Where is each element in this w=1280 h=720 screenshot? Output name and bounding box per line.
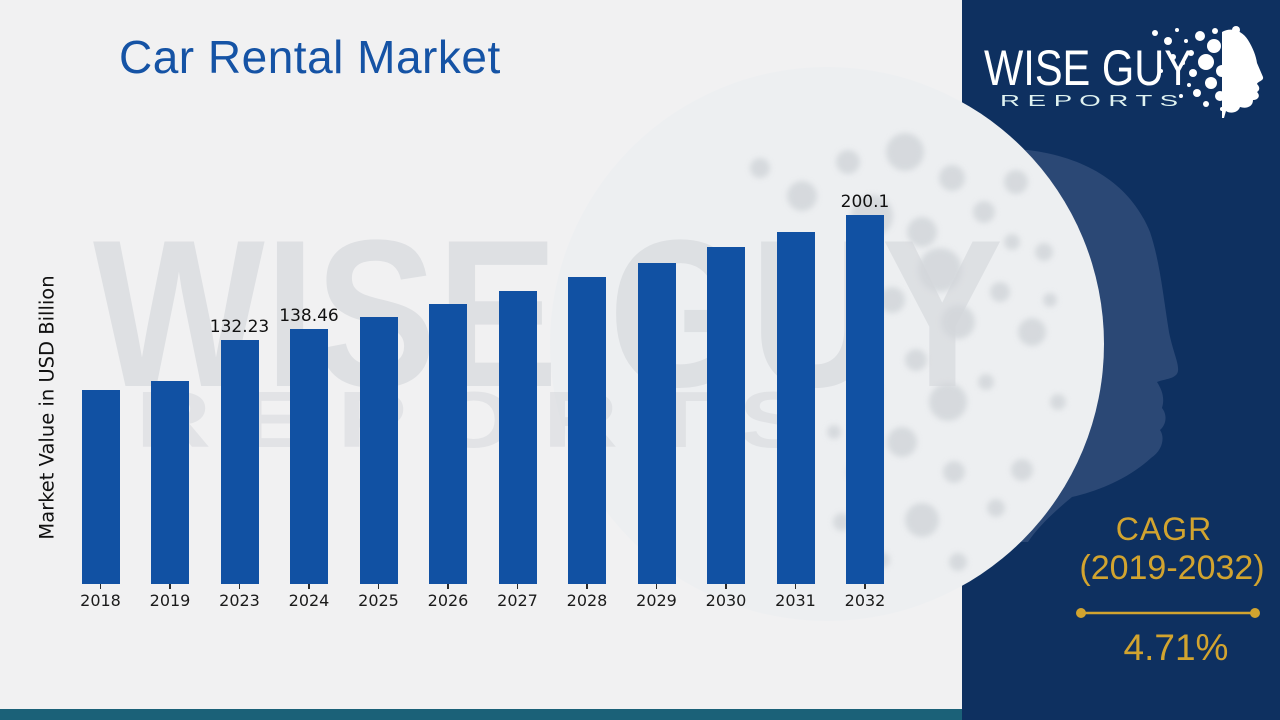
logo-dot (1215, 91, 1225, 101)
watermark-dot (1004, 234, 1020, 250)
x-tick-2025 (377, 584, 380, 589)
watermark-dot (905, 503, 939, 537)
logo-dot (1203, 101, 1209, 107)
x-label-2029: 2029 (636, 591, 677, 610)
watermark-circle (550, 67, 1104, 621)
x-label-2027: 2027 (497, 591, 538, 610)
watermark-dot (990, 282, 1010, 302)
bar-2026 (429, 304, 467, 584)
x-label-2032: 2032 (844, 591, 886, 610)
logo-dot (1152, 30, 1158, 36)
watermark-dot (787, 181, 817, 211)
x-label-2030: 2030 (705, 591, 747, 610)
logo-dot (1159, 69, 1163, 73)
logo-dot (1193, 89, 1201, 97)
value-label-2024: 138.46 (279, 305, 339, 326)
watermark-dot (750, 158, 770, 178)
logo-dot (1212, 28, 1218, 34)
logo-dot (1220, 107, 1224, 111)
x-label-2031: 2031 (775, 591, 816, 610)
watermark-dot (905, 349, 927, 371)
x-tick-2018 (99, 584, 102, 589)
x-tick-2030 (725, 584, 727, 589)
watermark-dot (943, 461, 965, 483)
x-tick-2029 (655, 584, 658, 589)
watermark-dot (827, 425, 841, 439)
watermark-dot (1011, 459, 1033, 481)
x-tick-2019 (169, 584, 171, 589)
logo-dot (1187, 83, 1191, 87)
x-label-2019: 2019 (149, 591, 191, 610)
watermark-dot (1018, 318, 1046, 346)
logo-dot (1179, 94, 1183, 98)
bar-2031 (776, 231, 815, 584)
value-label-2032: 200.1 (840, 192, 890, 212)
value-label-2023: 132.23 (209, 317, 270, 338)
bar-2018 (81, 390, 120, 584)
watermark-dot (886, 133, 924, 171)
x-tick-2028 (586, 584, 588, 589)
logo-dot (1198, 54, 1214, 70)
x-label-2018: 2018 (80, 591, 121, 610)
watermark-dot (978, 374, 994, 390)
watermark-dot (941, 305, 975, 339)
logo-dot (1189, 69, 1197, 77)
bar-2032 (846, 215, 884, 584)
watermark-dot (1043, 293, 1057, 307)
x-tick-2031 (794, 584, 797, 589)
x-label-2024: 2024 (288, 591, 330, 610)
bar-2027 (498, 290, 537, 584)
logo-dot (1175, 28, 1179, 32)
bar-2030 (707, 247, 745, 584)
watermark-dot (1004, 170, 1028, 194)
watermark-dot (1035, 243, 1053, 261)
logo-dot (1205, 77, 1217, 89)
x-tick-2032 (864, 584, 866, 589)
logo-dot (1228, 38, 1234, 44)
logo-dot (1184, 39, 1188, 43)
watermark-dot (918, 248, 962, 292)
watermark-dot (929, 383, 967, 421)
watermark-dot (949, 553, 967, 571)
logo-dot (1164, 37, 1172, 45)
bottom-accent-strip (0, 709, 1280, 720)
logo-dot (1216, 65, 1228, 77)
bar-2023 (220, 340, 259, 584)
x-label-2023: 2023 (219, 591, 260, 610)
watermark-dot (836, 150, 860, 174)
x-tick-2024 (308, 584, 310, 589)
watermark-dot (1050, 394, 1066, 410)
logo-dot (1207, 39, 1221, 53)
x-label-2026: 2026 (427, 591, 469, 610)
bar-2019 (151, 381, 189, 584)
page-title: Car Rental Market (119, 31, 501, 83)
x-tick-2023 (238, 584, 241, 589)
bar-2028 (568, 277, 606, 584)
x-tick-2027 (516, 584, 519, 589)
logo-dot (1222, 49, 1230, 57)
bar-2024 (290, 328, 328, 584)
watermark-dot (987, 499, 1005, 517)
bar-2025 (359, 316, 398, 584)
x-label-2028: 2028 (566, 591, 608, 610)
x-tick-2026 (447, 584, 449, 589)
logo-dot (1181, 61, 1185, 65)
watermark-dot (887, 427, 917, 457)
logo-dot (1170, 54, 1176, 60)
watermark-dot (907, 217, 937, 247)
y-axis-label: Market Value in USD Billion (35, 275, 59, 540)
bar-2029 (637, 262, 676, 584)
watermark-dot (939, 165, 965, 191)
logo-dot (1232, 26, 1240, 34)
x-label-2025: 2025 (358, 591, 399, 610)
logo-dot (1188, 50, 1194, 56)
watermark-dot (973, 201, 995, 223)
logo-dot (1195, 31, 1205, 41)
